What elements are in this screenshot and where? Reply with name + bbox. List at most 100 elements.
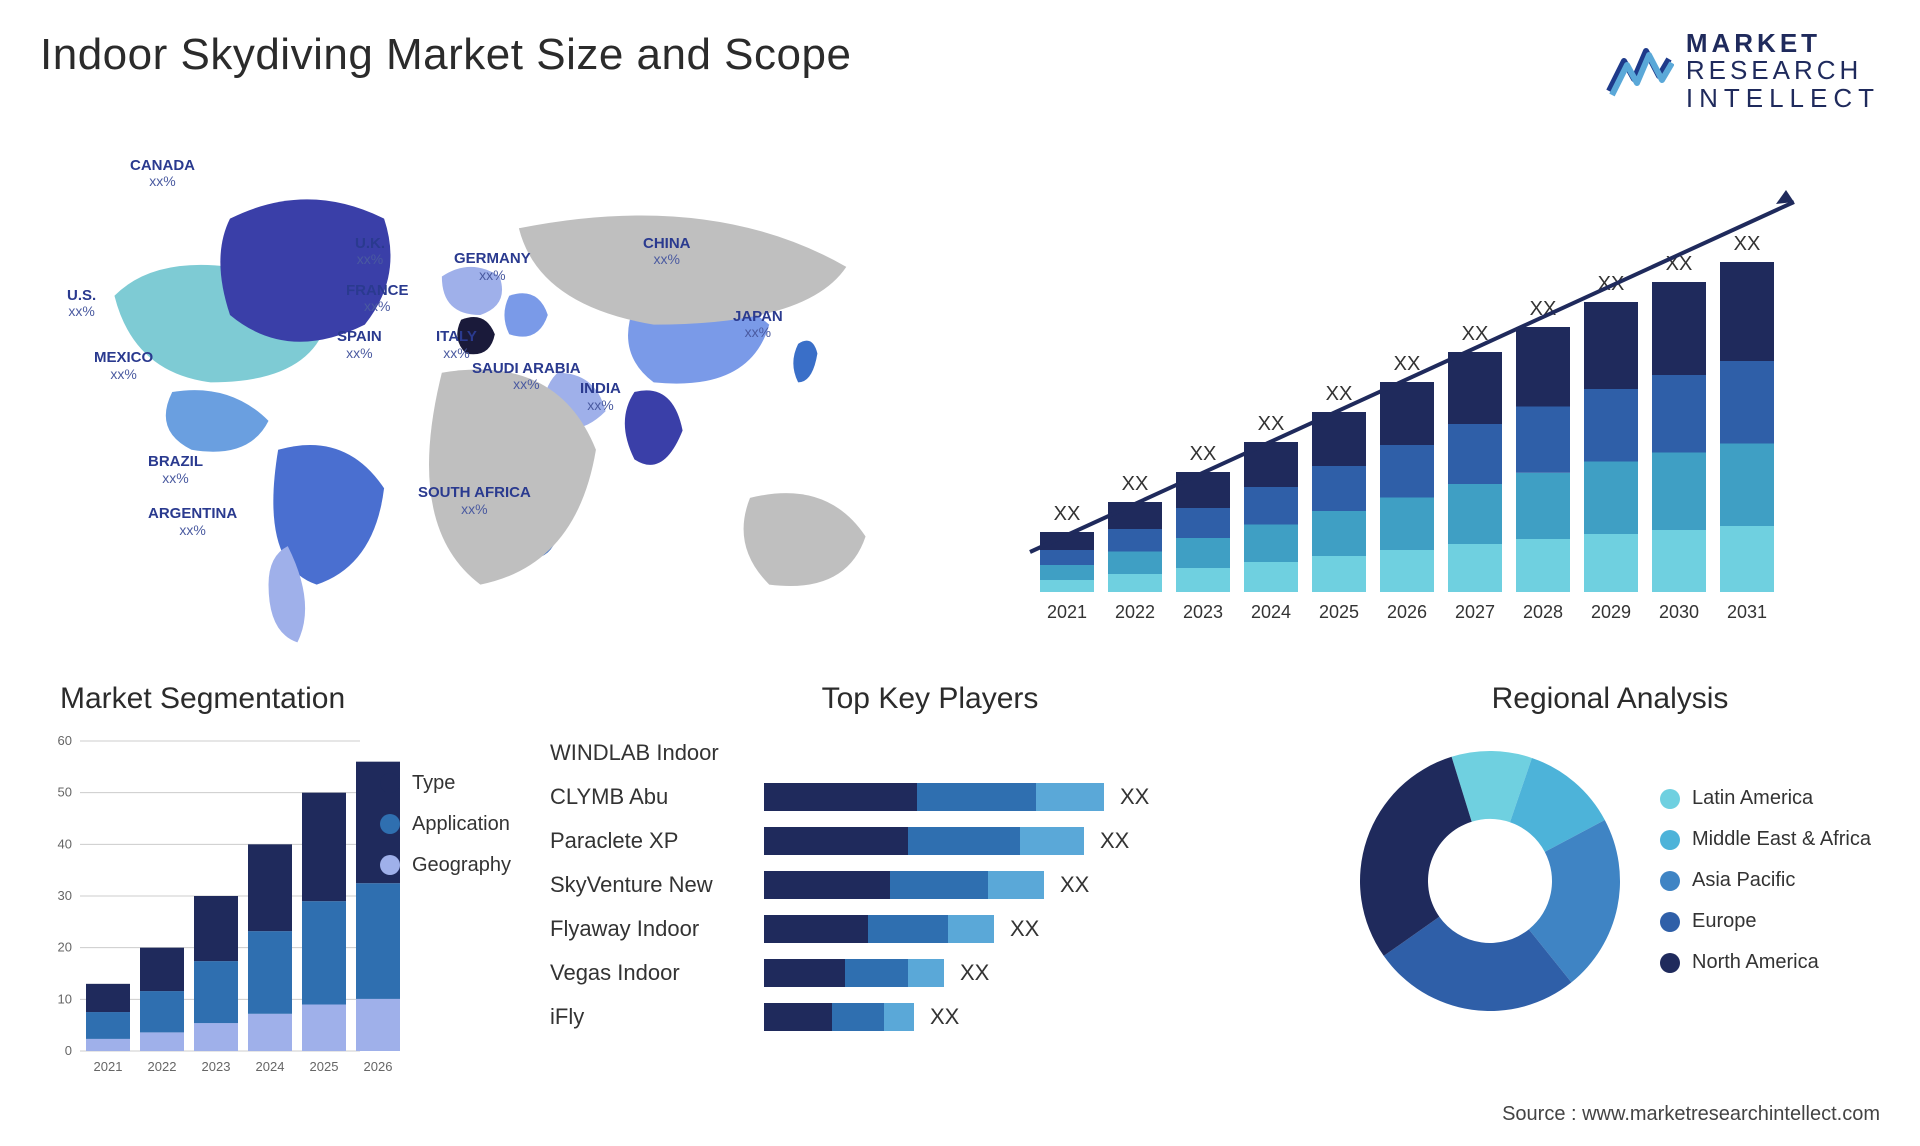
regional-legend-item: Asia Pacific (1660, 869, 1871, 892)
growth-bar-label: XX (1054, 503, 1081, 525)
player-value: XX (1010, 916, 1039, 942)
growth-year-tick: 2023 (1183, 602, 1223, 622)
regional-legend-item: North America (1660, 951, 1871, 974)
legend-dot (1660, 871, 1680, 891)
seg-year-tick: 2022 (148, 1059, 177, 1074)
regional-legend-item: Middle East & Africa (1660, 828, 1871, 851)
player-bar (764, 783, 1104, 811)
player-bar-seg (764, 1003, 832, 1031)
player-label: SkyVenture New (550, 872, 750, 898)
growth-bar-seg (1584, 534, 1638, 592)
legend-label: North America (1692, 951, 1819, 974)
player-bar-wrap: XX (764, 827, 1310, 855)
player-value: XX (1060, 872, 1089, 898)
growth-bar-seg (1312, 511, 1366, 556)
player-bar-wrap: XX (764, 915, 1310, 943)
player-bar-seg (868, 915, 949, 943)
seg-year-tick: 2021 (94, 1059, 123, 1074)
legend-label: Middle East & Africa (1692, 828, 1871, 851)
regional-title: Regional Analysis (1340, 682, 1880, 716)
map-label-japan: JAPANxx% (733, 309, 783, 341)
logo-line2: RESEARCH (1686, 57, 1880, 84)
seg-bar-seg (140, 991, 184, 1032)
player-bar (764, 871, 1044, 899)
player-label: WINDLAB Indoor (550, 740, 750, 766)
growth-bar-seg (1516, 406, 1570, 472)
growth-year-tick: 2025 (1319, 602, 1359, 622)
growth-arrowhead (1776, 190, 1794, 204)
growth-bar-seg (1244, 487, 1298, 525)
growth-bar-seg (1720, 443, 1774, 526)
player-bar-seg (908, 827, 1020, 855)
map-region-in (625, 390, 683, 465)
growth-bar-seg (1652, 452, 1706, 530)
seg-legend-item: Geography (380, 854, 511, 877)
page-title: Indoor Skydiving Market Size and Scope (40, 30, 851, 80)
seg-ytick: 40 (58, 836, 72, 851)
legend-dot (380, 855, 400, 875)
growth-bar-seg (1176, 538, 1230, 568)
growth-bar-seg (1176, 568, 1230, 592)
legend-dot (1660, 789, 1680, 809)
growth-svg: XX2021XX2022XX2023XX2024XX2025XX2026XX20… (980, 132, 1880, 652)
growth-bar-seg (1312, 466, 1366, 511)
player-bar (764, 827, 1084, 855)
player-value: XX (1100, 828, 1129, 854)
segmentation-title: Market Segmentation (60, 682, 520, 716)
legend-label: Geography (412, 854, 511, 877)
seg-year-tick: 2025 (310, 1059, 339, 1074)
seg-ytick: 50 (58, 785, 72, 800)
growth-year-tick: 2027 (1455, 602, 1495, 622)
growth-bar-seg (1244, 562, 1298, 592)
growth-year-tick: 2022 (1115, 602, 1155, 622)
growth-bar-seg (1244, 524, 1298, 562)
growth-bar-seg (1176, 508, 1230, 538)
player-bar-seg (917, 783, 1036, 811)
logo-icon (1604, 41, 1674, 101)
growth-bar-seg (1652, 282, 1706, 375)
map-region-mex (166, 390, 269, 452)
map-label-brazil: BRAZILxx% (148, 454, 203, 486)
growth-year-tick: 2029 (1591, 602, 1631, 622)
map-label-argentina: ARGENTINAxx% (148, 506, 237, 538)
seg-bar-seg (356, 999, 400, 1051)
map-label-germany: GERMANYxx% (454, 251, 531, 283)
growth-bar-label: XX (1394, 353, 1421, 375)
legend-label: Type (412, 772, 455, 795)
seg-year-tick: 2024 (256, 1059, 285, 1074)
map-label-china: CHINAxx% (643, 236, 691, 268)
growth-bar-seg (1176, 472, 1230, 508)
map-label-south-africa: SOUTH AFRICAxx% (418, 485, 531, 517)
growth-year-tick: 2026 (1387, 602, 1427, 622)
legend-dot (1660, 830, 1680, 850)
player-bar-seg (988, 871, 1044, 899)
logo-line3: INTELLECT (1686, 85, 1880, 112)
player-bar-wrap: XX (764, 871, 1310, 899)
legend-dot (380, 814, 400, 834)
player-row: WINDLAB Indoor (550, 731, 1310, 775)
growth-bar-seg (1584, 461, 1638, 534)
map-region-jp (793, 341, 817, 383)
growth-bar-label: XX (1734, 233, 1761, 255)
regional-legend-item: Latin America (1660, 787, 1871, 810)
seg-ytick: 0 (65, 1043, 72, 1058)
growth-bar-seg (1516, 327, 1570, 407)
regional-panel: Regional Analysis Latin America Middle Ea… (1340, 682, 1880, 1112)
seg-ytick: 20 (58, 940, 72, 955)
seg-bar-seg (194, 961, 238, 1023)
legend-label: Asia Pacific (1692, 869, 1795, 892)
seg-bar-seg (86, 1039, 130, 1051)
legend-label: Application (412, 813, 510, 836)
legend-dot (1660, 912, 1680, 932)
map-label-u.s.: U.S.xx% (67, 288, 96, 320)
growth-chart: XX2021XX2022XX2023XX2024XX2025XX2026XX20… (980, 132, 1880, 652)
growth-bar-seg (1108, 529, 1162, 552)
regional-legend: Latin America Middle East & Africa Asia Pa… (1660, 787, 1871, 974)
world-map: CANADAxx%U.S.xx%MEXICOxx%BRAZILxx%ARGENT… (40, 132, 940, 652)
seg-bar-seg (86, 1012, 130, 1039)
growth-bar-seg (1380, 382, 1434, 445)
players-title: Top Key Players (550, 682, 1310, 716)
player-bar-seg (764, 959, 845, 987)
legend-dot (1660, 953, 1680, 973)
player-bar-wrap: XX (764, 959, 1310, 987)
